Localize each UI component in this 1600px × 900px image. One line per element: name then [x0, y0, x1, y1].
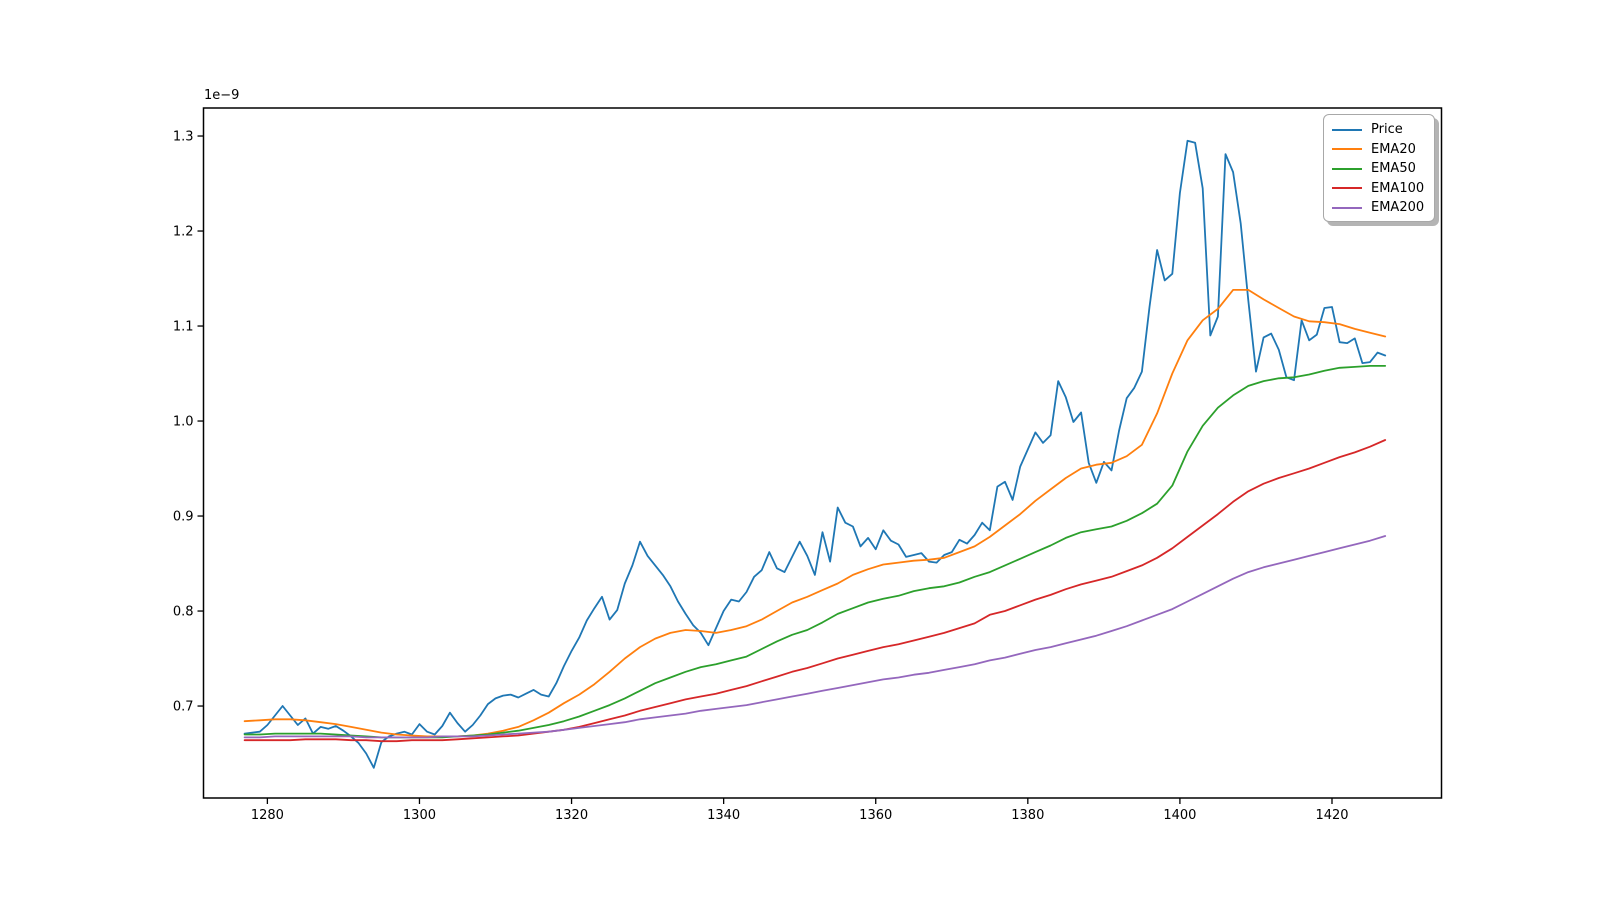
x-tick-label: 1420 [1315, 808, 1348, 823]
legend-line-sample-ema100 [1332, 187, 1362, 189]
y-tick-label: 0.9 [173, 510, 194, 525]
legend-entry-ema100: EMA100 [1332, 179, 1426, 198]
legend-entry-ema20: EMA20 [1332, 140, 1426, 159]
x-tick-label: 1320 [555, 808, 588, 823]
legend-line-sample-ema50 [1332, 167, 1362, 170]
series-line-price [243, 139, 1387, 769]
series-layer [243, 139, 1387, 769]
y-tick-label: 0.8 [173, 605, 194, 620]
x-tick-label: 1400 [1163, 808, 1196, 823]
legend-entry-ema50: EMA50 [1332, 159, 1426, 178]
tick-layer: 1280 1300 1320 1340 1360 1380 1400 1420 0.7 0.8 0.… [173, 130, 1349, 823]
series-line-ema100 [243, 439, 1387, 743]
legend-line-sample-ema20 [1332, 148, 1362, 150]
x-tick-label: 1300 [403, 808, 436, 823]
series-line-ema50 [243, 365, 1387, 739]
series-line-ema200 [243, 535, 1387, 739]
y-tick-label: 1.0 [173, 415, 194, 430]
legend: Price EMA20 EMA50 EMA100 EMA200 [1323, 114, 1435, 222]
legend-line-sample-ema200 [1332, 206, 1362, 209]
y-tick-label: 1.1 [173, 320, 194, 335]
y-axis-offset-label: 1e−9 [204, 88, 239, 103]
x-tick-label: 1360 [859, 808, 892, 823]
legend-line-sample-price [1332, 128, 1362, 131]
legend-label: EMA200 [1371, 200, 1425, 215]
y-tick-label: 1.2 [173, 225, 194, 240]
axes-frame [202, 107, 1443, 799]
legend-entry-price: Price [1332, 120, 1426, 139]
legend-label: EMA20 [1371, 141, 1416, 157]
legend-label: EMA100 [1371, 180, 1425, 196]
series-line-ema20 [243, 289, 1387, 738]
x-tick-label: 1380 [1011, 808, 1044, 823]
x-tick-label: 1340 [707, 808, 740, 823]
legend-entry-ema200: EMA200 [1332, 198, 1426, 217]
y-tick-label: 0.7 [173, 700, 194, 715]
x-tick-label: 1280 [251, 808, 284, 823]
legend-label: EMA50 [1371, 161, 1416, 176]
y-tick-label: 1.3 [173, 130, 194, 145]
legend-label: Price [1371, 122, 1403, 137]
